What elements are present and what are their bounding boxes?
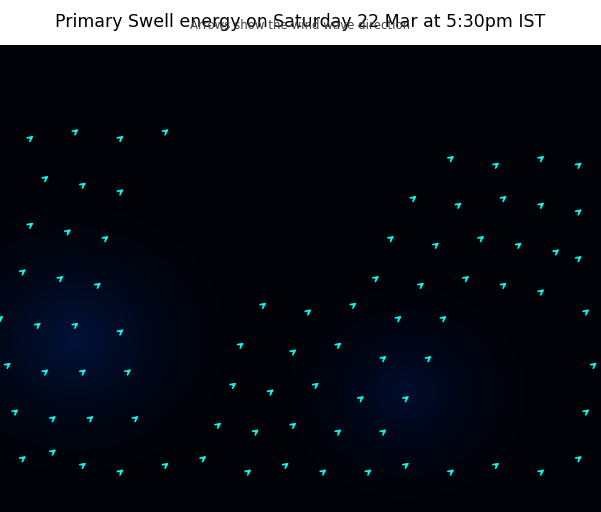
Text: Primary Swell energy on Saturday 22 Mar at 5:30pm IST: Primary Swell energy on Saturday 22 Mar … <box>55 13 546 31</box>
Text: Arrows show the wind wave direction: Arrows show the wind wave direction <box>191 19 410 32</box>
